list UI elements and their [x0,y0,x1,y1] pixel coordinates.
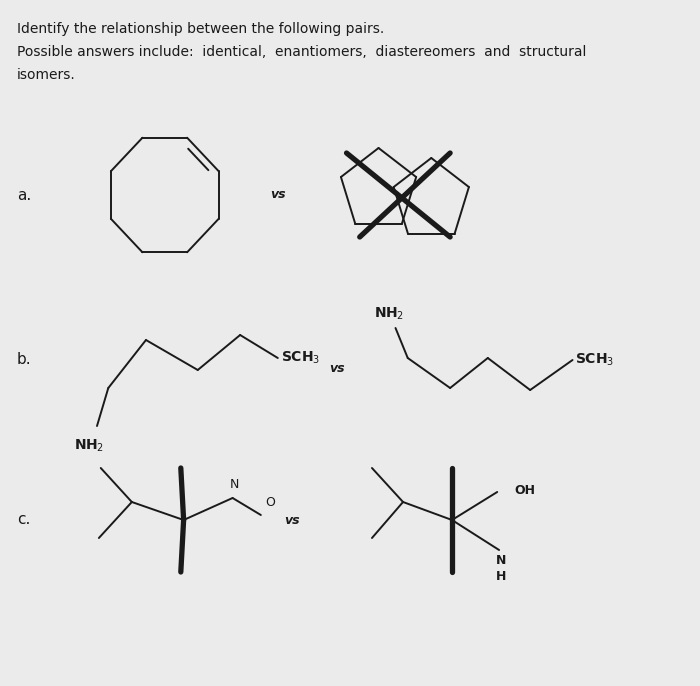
Text: vs: vs [329,362,345,375]
Text: N: N [496,554,506,567]
Text: a.: a. [17,187,32,202]
Text: SCH$_3$: SCH$_3$ [575,352,615,368]
Text: NH$_2$: NH$_2$ [374,305,404,322]
Text: SCH$_3$: SCH$_3$ [281,350,320,366]
Text: vs: vs [284,514,300,526]
Text: vs: vs [270,189,286,202]
Text: Identify the relationship between the following pairs.: Identify the relationship between the fo… [17,22,384,36]
Text: b.: b. [17,353,32,368]
Text: isomers.: isomers. [17,68,76,82]
Text: NH$_2$: NH$_2$ [74,438,104,454]
Text: H: H [496,570,506,583]
Text: OH: OH [514,484,536,497]
Text: O: O [265,497,275,510]
Text: N: N [230,477,239,490]
Text: c.: c. [17,512,30,528]
Text: Possible answers include:  identical,  enantiomers,  diastereomers  and  structu: Possible answers include: identical, ena… [17,45,587,59]
